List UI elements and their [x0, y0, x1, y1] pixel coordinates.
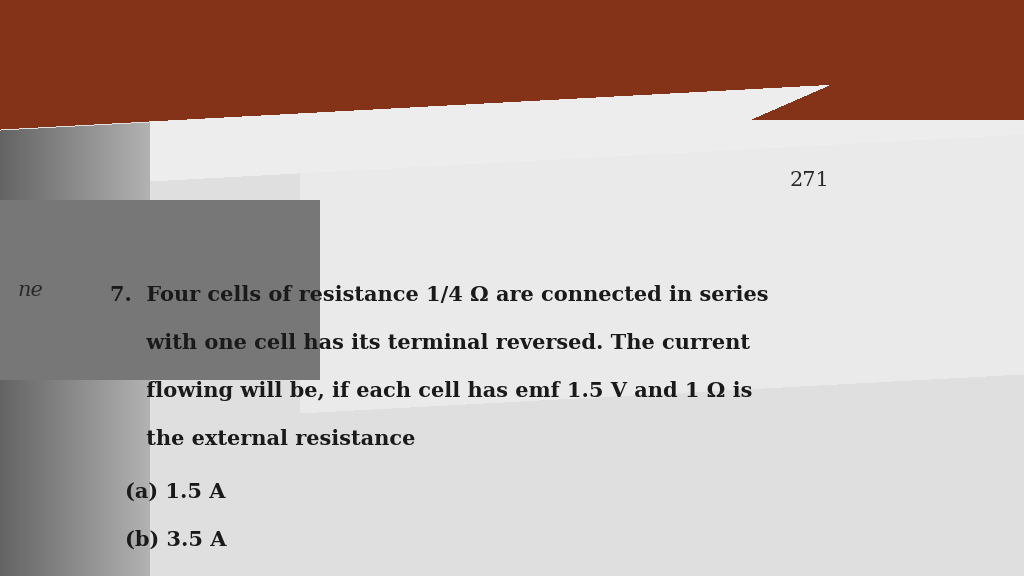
Text: 7.  Four cells of resistance 1/4 Ω are connected in series: 7. Four cells of resistance 1/4 Ω are co…: [110, 285, 768, 305]
Polygon shape: [600, 0, 1024, 376]
Text: (b) 3.5 A: (b) 3.5 A: [125, 530, 226, 550]
Text: the external resistance: the external resistance: [110, 429, 416, 449]
Text: (a) 1.5 A: (a) 1.5 A: [125, 482, 225, 502]
Text: flowing will be, if each cell has emf 1.5 V and 1 Ω is: flowing will be, if each cell has emf 1.…: [110, 381, 753, 401]
Text: with one cell has its terminal reversed. The current: with one cell has its terminal reversed.…: [110, 333, 750, 353]
Text: 271: 271: [790, 171, 829, 190]
Text: ne: ne: [18, 281, 44, 300]
